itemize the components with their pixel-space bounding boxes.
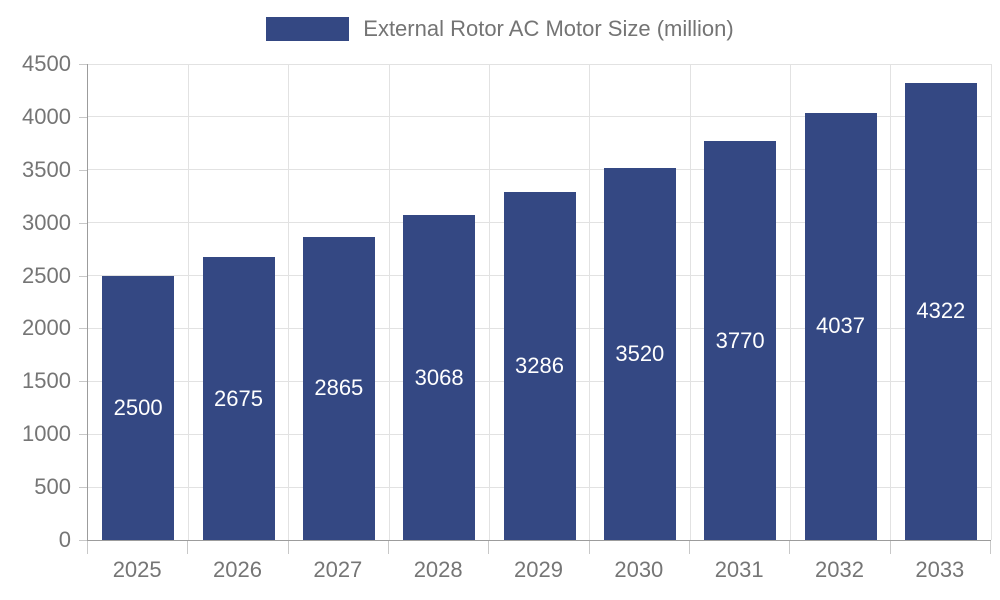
y-tick <box>79 169 87 171</box>
y-axis-label: 1000 <box>22 421 71 447</box>
x-axis-label: 2026 <box>213 557 262 582</box>
y-tick <box>79 487 87 489</box>
bar-value-label: 3520 <box>615 340 665 366</box>
bar-value-label: 3068 <box>414 364 464 390</box>
x-tick <box>588 541 590 554</box>
y-axis-label: 4500 <box>22 51 71 76</box>
y-tick <box>79 540 87 541</box>
x-gridline <box>689 64 691 540</box>
y-gridline <box>88 169 991 171</box>
bar-value-label: 4322 <box>916 298 966 324</box>
y-axis-label: 4000 <box>22 103 71 129</box>
x-axis-label: 2030 <box>614 557 664 582</box>
x-tick <box>889 541 891 554</box>
bar-2029[interactable] <box>503 192 576 540</box>
y-tick <box>79 275 87 277</box>
bar-2026[interactable] <box>202 257 275 540</box>
x-axis-label: 2027 <box>313 557 363 582</box>
y-tick <box>79 328 87 330</box>
bar-value-label: 2675 <box>214 385 263 411</box>
y-gridline <box>88 63 991 65</box>
bar-value-label: 3286 <box>515 353 564 379</box>
x-axis-label: 2028 <box>413 557 463 582</box>
x-gridline <box>288 64 290 540</box>
x-gridline <box>388 64 390 540</box>
x-axis-label: 2025 <box>112 557 162 582</box>
x-tick <box>990 541 991 554</box>
bar-value-label: 2865 <box>314 375 364 401</box>
legend-label: External Rotor AC Motor Size (million) <box>363 16 734 41</box>
x-tick <box>87 541 88 554</box>
bar-value-label: 2500 <box>113 394 163 420</box>
x-gridline <box>488 64 490 540</box>
x-tick <box>287 541 289 554</box>
bar-2030[interactable] <box>603 167 676 540</box>
y-tick <box>79 116 87 118</box>
bar-2032[interactable] <box>804 112 877 540</box>
bar-2028[interactable] <box>403 215 476 540</box>
bar-value-label: 4037 <box>816 313 865 339</box>
x-tick <box>689 541 690 554</box>
bar-2031[interactable] <box>704 141 777 540</box>
y-tick <box>79 64 87 65</box>
x-tick <box>187 541 189 554</box>
x-gridline <box>789 64 791 540</box>
x-tick <box>789 541 791 554</box>
bar-2033[interactable] <box>904 82 977 540</box>
y-axis-label: 2000 <box>22 315 71 341</box>
x-gridline <box>187 64 189 540</box>
x-axis-label: 2031 <box>714 557 764 582</box>
legend-swatch[interactable] <box>266 17 350 41</box>
x-axis-label: 2029 <box>514 557 563 582</box>
x-tick <box>388 541 389 554</box>
x-gridline <box>589 64 591 540</box>
y-axis-label: 3500 <box>22 156 71 182</box>
bar-2027[interactable] <box>302 236 375 540</box>
x-axis-label: 2032 <box>815 557 864 582</box>
y-tick <box>79 381 87 383</box>
legend[interactable]: External Rotor AC Motor Size (million) <box>0 16 1000 42</box>
y-axis-label: 500 <box>34 474 71 500</box>
y-axis-label: 0 <box>58 527 71 552</box>
bar-value-label: 3770 <box>715 327 765 353</box>
x-gridline <box>890 64 892 540</box>
x-gridline <box>990 64 992 540</box>
y-gridline <box>88 116 991 118</box>
y-axis-label: 2500 <box>22 262 71 288</box>
y-axis-label: 1500 <box>22 368 71 394</box>
x-tick <box>488 541 490 554</box>
y-tick <box>79 222 87 224</box>
y-axis-label: 3000 <box>22 209 71 235</box>
plot-area: 2500 2675 2865 3068 3286 3520 3770 4037 4322 <box>87 63 992 541</box>
y-tick <box>79 434 87 436</box>
x-axis-label: 2033 <box>915 557 965 582</box>
bar-2025[interactable] <box>102 275 175 540</box>
